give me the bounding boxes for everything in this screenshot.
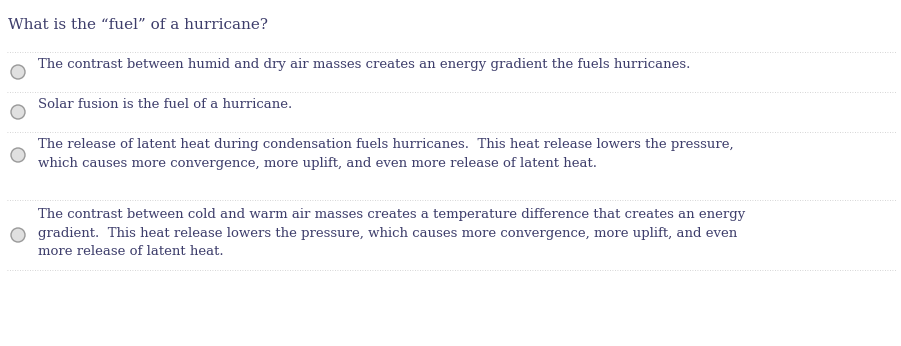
Ellipse shape <box>11 65 25 79</box>
Text: The contrast between cold and warm air masses creates a temperature difference t: The contrast between cold and warm air m… <box>38 208 745 258</box>
Ellipse shape <box>11 148 25 162</box>
Ellipse shape <box>11 228 25 242</box>
Text: The contrast between humid and dry air masses creates an energy gradient the fue: The contrast between humid and dry air m… <box>38 58 690 71</box>
Text: Solar fusion is the fuel of a hurricane.: Solar fusion is the fuel of a hurricane. <box>38 98 292 111</box>
Ellipse shape <box>11 105 25 119</box>
Text: The release of latent heat during condensation fuels hurricanes.  This heat rele: The release of latent heat during conden… <box>38 138 733 170</box>
Text: What is the “fuel” of a hurricane?: What is the “fuel” of a hurricane? <box>8 18 268 32</box>
